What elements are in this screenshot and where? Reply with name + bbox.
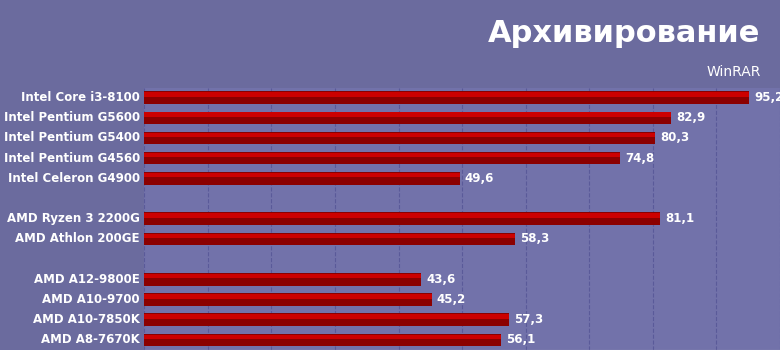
Text: Intel Pentium G4560: Intel Pentium G4560 bbox=[4, 152, 140, 164]
Bar bbox=[144, 91, 750, 104]
Bar bbox=[144, 294, 431, 299]
Bar bbox=[144, 214, 660, 218]
Text: 74,8: 74,8 bbox=[625, 152, 654, 164]
Text: WinRAR: WinRAR bbox=[706, 65, 760, 79]
Bar bbox=[144, 273, 421, 286]
Bar bbox=[144, 152, 620, 164]
Text: AMD A8-7670K: AMD A8-7670K bbox=[41, 334, 140, 346]
Text: 57,3: 57,3 bbox=[514, 313, 543, 326]
Bar bbox=[144, 133, 654, 137]
Bar bbox=[144, 92, 750, 97]
Text: 82,9: 82,9 bbox=[676, 111, 706, 124]
Bar bbox=[144, 112, 672, 124]
Text: 45,2: 45,2 bbox=[437, 293, 466, 306]
Text: Intel Celeron G4900: Intel Celeron G4900 bbox=[8, 172, 140, 185]
Text: Intel Pentium G5400: Intel Pentium G5400 bbox=[4, 132, 140, 145]
Text: 43,6: 43,6 bbox=[427, 273, 456, 286]
Text: 80,3: 80,3 bbox=[660, 132, 689, 145]
Bar bbox=[144, 173, 459, 177]
Text: 49,6: 49,6 bbox=[465, 172, 494, 185]
Bar bbox=[144, 314, 509, 326]
Bar bbox=[144, 293, 431, 306]
Bar bbox=[144, 212, 660, 225]
Bar bbox=[144, 112, 672, 117]
Bar bbox=[144, 132, 654, 144]
Text: AMD Ryzen 3 2200G: AMD Ryzen 3 2200G bbox=[7, 212, 140, 225]
Bar bbox=[144, 233, 515, 238]
Bar bbox=[144, 153, 620, 157]
Text: AMD A10-7850K: AMD A10-7850K bbox=[33, 313, 140, 326]
Text: 56,1: 56,1 bbox=[506, 334, 535, 346]
Text: 58,3: 58,3 bbox=[520, 232, 549, 245]
Bar bbox=[144, 233, 515, 245]
Bar bbox=[144, 314, 509, 319]
Bar bbox=[144, 274, 421, 278]
Text: AMD Athlon 200GE: AMD Athlon 200GE bbox=[16, 232, 140, 245]
Bar bbox=[144, 334, 501, 346]
Bar bbox=[144, 172, 459, 185]
Text: Intel Pentium G5600: Intel Pentium G5600 bbox=[4, 111, 140, 124]
Text: AMD A10-9700: AMD A10-9700 bbox=[42, 293, 140, 306]
Text: 95,2: 95,2 bbox=[754, 91, 780, 104]
Text: Архивирование: Архивирование bbox=[488, 19, 760, 48]
Text: 81,1: 81,1 bbox=[665, 212, 694, 225]
Bar bbox=[144, 335, 501, 339]
Text: Intel Core i3-8100: Intel Core i3-8100 bbox=[21, 91, 140, 104]
Text: AMD A12-9800E: AMD A12-9800E bbox=[34, 273, 140, 286]
